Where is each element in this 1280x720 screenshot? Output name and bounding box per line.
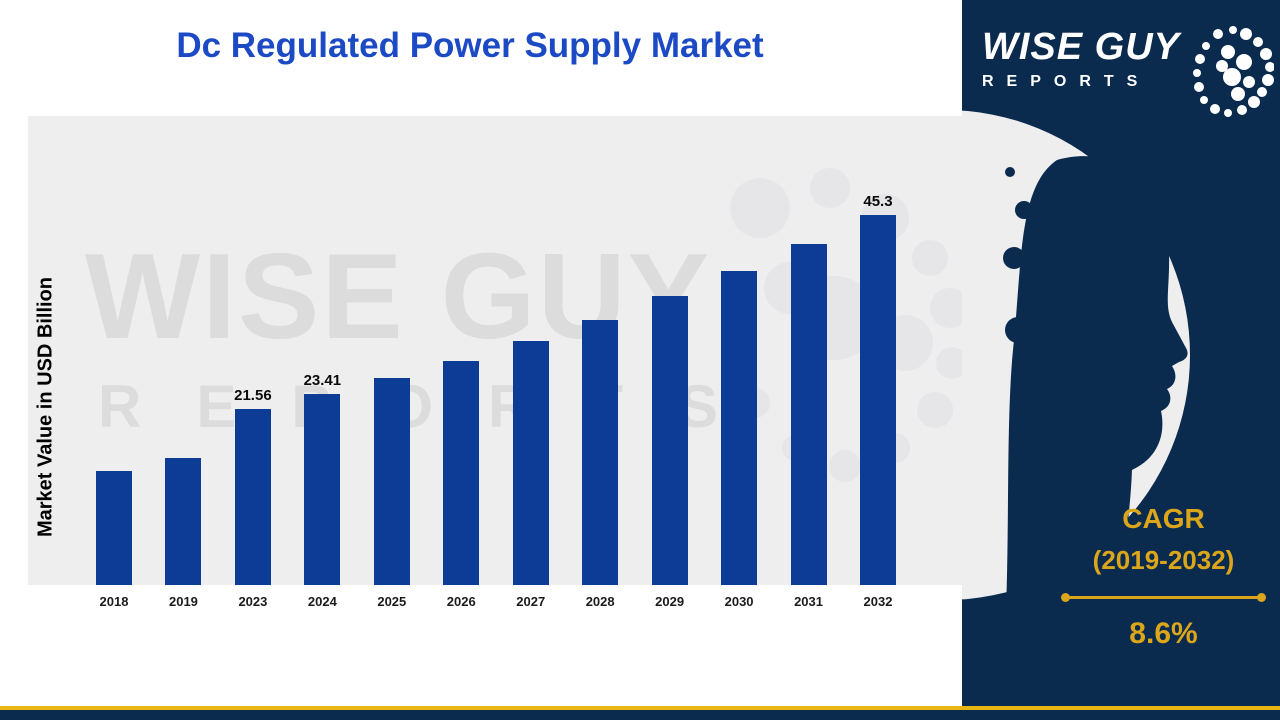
x-tick-label: 2032 [863,594,893,609]
x-tick-label: 2028 [585,594,615,609]
bar-group: 2026 [429,169,493,609]
cagr-divider [1061,593,1266,602]
x-tick-label: 2019 [168,594,198,609]
bar-group: 21.56 2023 [221,169,285,609]
face-silhouette-icon [1002,120,1188,679]
bar-group: 2018 [82,169,146,609]
x-tick-label: 2024 [307,594,337,609]
bars-row: 2018 2019 21.56 2023 23.41 2024 2025 2026 2027 20… [82,169,910,609]
y-axis-label: Market Value in USD Billion [34,276,57,538]
bar [512,341,549,585]
chart-area: Dc Regulated Power Supply Market WISE GU… [28,26,970,609]
bar [651,296,688,585]
bar-group: 2028 [568,169,632,609]
cagr-block: CAGR (2019-2032) 8.6% [1061,503,1266,651]
cagr-range: (2019-2032) [1092,545,1235,575]
bar-group: 2029 [638,169,702,609]
cagr-label: CAGR [1122,503,1205,534]
bar-group: 2027 [499,169,563,609]
chart-title: Dc Regulated Power Supply Market [176,26,764,65]
bar [582,320,619,585]
bar-group: 2019 [151,169,215,609]
bar [96,471,132,585]
bar-group: 2030 [707,169,771,609]
bar [443,361,480,585]
x-tick-label: 2027 [516,594,546,609]
x-tick-label: 2023 [238,594,268,609]
cagr-value: 8.6% [1129,617,1198,650]
logo-face-icon [1193,26,1274,117]
logo-subtext: REPORTS [982,73,1151,90]
bar-value-label: 21.56 [234,387,272,404]
bottom-navy-bar [0,710,1280,720]
bar [790,244,827,585]
bar [304,394,341,585]
x-tick-label: 2018 [99,594,129,609]
bar-value-label: 45.3 [863,193,893,210]
x-tick-label: 2025 [377,594,407,609]
bar [165,458,202,585]
x-tick-label: 2029 [655,594,685,609]
logo: WISE GUY REPORTS [982,26,1274,117]
bar-group: 45.3 2032 [846,169,910,609]
x-tick-label: 2026 [446,594,476,609]
bar-group: 23.41 2024 [290,169,354,609]
bar [373,378,410,585]
logo-wordmark: WISE GUY [982,26,1181,68]
x-tick-label: 2031 [794,594,823,609]
bar-group: 2025 [360,169,424,609]
bar [721,271,758,585]
bar [859,215,896,585]
bar-value-label: 23.41 [303,372,342,389]
bar [234,409,271,585]
x-tick-label: 2030 [724,594,754,609]
brand-panel: WISE GUY REPORTS CAGR (2019-2032) 8.6% [962,0,1280,720]
bar-group: 2031 [777,169,841,609]
bottom-gold-line [0,706,1280,710]
